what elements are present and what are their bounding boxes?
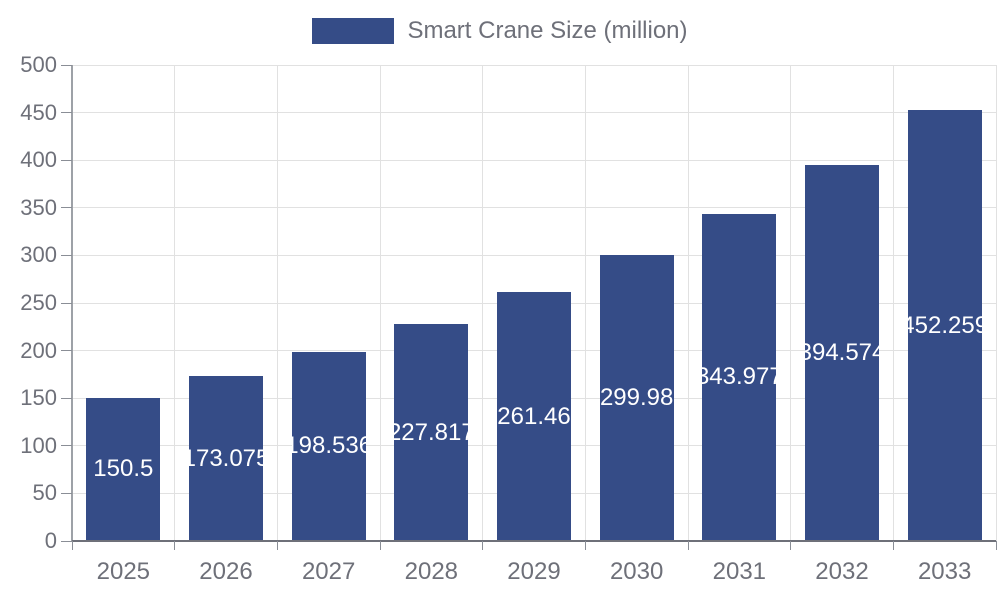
bar-2025[interactable]: 150.5: [86, 397, 161, 541]
bar-2029[interactable]: 261.46: [497, 292, 571, 541]
bar-value-label: 394.574: [805, 339, 879, 367]
y-axis-tick-label: 150: [20, 385, 57, 411]
y-axis-tick: [61, 64, 72, 66]
y-axis-tick-label: 300: [20, 242, 57, 268]
gridline-vertical: [379, 65, 381, 541]
y-axis-tick-label: 450: [20, 99, 57, 125]
y-axis-tick: [61, 492, 72, 494]
bar-value-label: 198.536: [291, 432, 366, 460]
y-axis-tick-label: 200: [20, 337, 57, 363]
gridline-horizontal: [72, 254, 996, 256]
x-axis-tick: [892, 541, 894, 550]
x-axis-tick: [584, 541, 586, 550]
gridline-vertical: [584, 65, 586, 541]
legend-item-smart-crane-size[interactable]: Smart Crane Size (million): [312, 17, 688, 45]
y-axis-tick-label: 100: [20, 432, 57, 458]
bar-2027[interactable]: 198.536: [291, 351, 366, 541]
x-axis-tick: [995, 541, 997, 550]
y-axis-tick-label: 250: [20, 290, 57, 315]
bar-value-label: 452.259: [907, 311, 982, 339]
y-axis-tick-label: 0: [44, 528, 57, 553]
gridline-horizontal: [72, 159, 996, 161]
bar-value-label: 343.977: [702, 363, 777, 391]
bar-2028[interactable]: 227.817: [394, 324, 469, 541]
y-axis-tick-label: 50: [32, 480, 57, 506]
y-axis-tick: [61, 397, 72, 399]
y-axis-tick-label: 350: [20, 194, 57, 220]
x-axis-tick-label: 2030: [609, 558, 664, 585]
bar-2033[interactable]: 452.259: [907, 110, 982, 541]
bar-value-label: 227.817: [394, 418, 469, 446]
x-axis-tick: [174, 541, 176, 550]
bar-2032[interactable]: 394.574: [805, 165, 879, 541]
gridline-vertical: [482, 65, 484, 541]
x-axis-tick-label: 2028: [404, 558, 459, 585]
y-axis-tick: [61, 350, 72, 352]
y-axis-tick-label: 400: [20, 147, 57, 173]
bar-2030[interactable]: 299.98: [599, 255, 674, 541]
y-axis-tick: [61, 302, 72, 304]
y-axis-tick: [61, 112, 72, 114]
gridline-horizontal: [72, 64, 996, 66]
x-axis-tick-label: 2027: [301, 558, 356, 585]
gridline-vertical: [687, 65, 689, 541]
x-axis-tick-label: 2031: [712, 558, 767, 585]
x-axis-tick-label: 2026: [199, 558, 253, 585]
bar-2026[interactable]: 173.075: [189, 376, 263, 541]
gridline-vertical: [790, 65, 792, 541]
legend: Smart Crane Size (million): [0, 17, 1000, 45]
y-axis-tick: [61, 445, 72, 447]
gridline-horizontal: [72, 112, 996, 114]
bar-value-label: 173.075: [189, 444, 263, 472]
y-axis-tick: [61, 159, 72, 161]
gridline-vertical: [174, 65, 176, 541]
y-axis-line: [71, 65, 73, 541]
x-axis-tick: [790, 541, 792, 550]
x-axis-tick-label: 2033: [917, 558, 972, 585]
x-axis-tick: [276, 541, 278, 550]
x-axis-tick-label: 2025: [96, 558, 151, 585]
x-axis-line: [72, 540, 996, 542]
y-axis-tick: [61, 254, 72, 256]
gridline-vertical: [892, 65, 894, 541]
legend-label: Smart Crane Size (million): [407, 17, 688, 44]
x-axis-tick-label: 2029: [507, 558, 561, 585]
bar-value-label: 299.98: [599, 384, 674, 412]
x-axis-tick: [71, 541, 73, 550]
x-axis-tick: [379, 541, 381, 550]
x-axis-tick: [482, 541, 484, 550]
bar-value-label: 150.5: [93, 455, 154, 483]
y-axis-tick: [61, 207, 72, 209]
x-axis-tick: [687, 541, 689, 550]
y-axis-tick-label: 500: [20, 52, 57, 77]
gridline-vertical: [276, 65, 278, 541]
gridline-horizontal: [72, 207, 996, 209]
y-axis-tick: [61, 540, 72, 542]
legend-swatch: [312, 18, 395, 44]
bar-2031[interactable]: 343.977: [702, 213, 777, 541]
bar-value-label: 261.46: [497, 402, 571, 430]
x-axis-tick-label: 2032: [815, 558, 869, 585]
gridline-vertical: [995, 65, 997, 541]
